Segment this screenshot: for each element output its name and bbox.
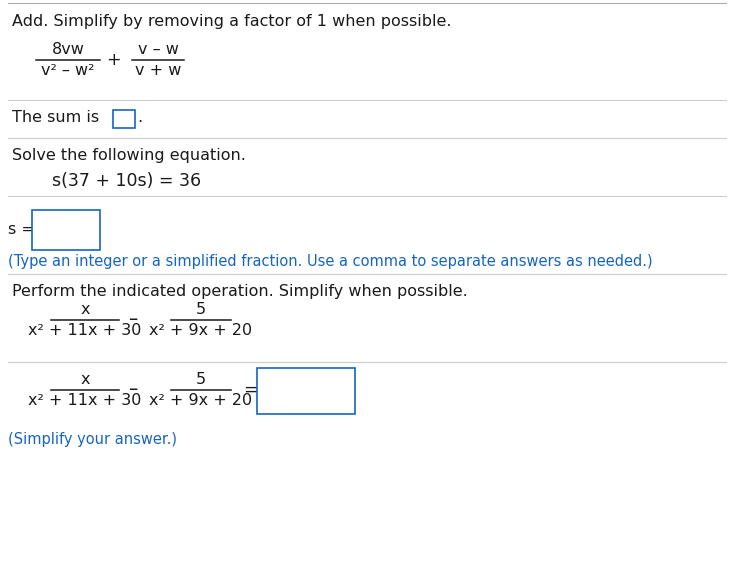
Text: =: =	[243, 381, 258, 399]
FancyBboxPatch shape	[113, 110, 135, 128]
Text: 5: 5	[196, 302, 206, 317]
Text: s =: s =	[8, 223, 35, 237]
Text: +: +	[106, 51, 120, 69]
Text: –: –	[128, 311, 137, 329]
Text: v – w: v – w	[137, 42, 179, 57]
Text: 5: 5	[196, 372, 206, 387]
Text: Solve the following equation.: Solve the following equation.	[12, 148, 246, 163]
Text: x² + 11x + 30: x² + 11x + 30	[28, 323, 142, 338]
Text: v + w: v + w	[135, 63, 182, 78]
Text: Perform the indicated operation. Simplify when possible.: Perform the indicated operation. Simplif…	[12, 284, 468, 299]
Text: x² + 11x + 30: x² + 11x + 30	[28, 393, 142, 408]
Text: The sum is: The sum is	[12, 111, 99, 126]
Text: x: x	[80, 302, 90, 317]
Text: 8vw: 8vw	[52, 42, 84, 57]
Text: s(37 + 10s) = 36: s(37 + 10s) = 36	[52, 172, 201, 190]
Text: (Simplify your answer.): (Simplify your answer.)	[8, 432, 177, 447]
FancyBboxPatch shape	[32, 210, 100, 250]
Text: x: x	[80, 372, 90, 387]
FancyBboxPatch shape	[257, 368, 355, 414]
Text: Add. Simplify by removing a factor of 1 when possible.: Add. Simplify by removing a factor of 1 …	[12, 14, 452, 29]
Text: x² + 9x + 20: x² + 9x + 20	[149, 323, 252, 338]
Text: –: –	[128, 381, 137, 399]
Text: x² + 9x + 20: x² + 9x + 20	[149, 393, 252, 408]
Text: v² – w²: v² – w²	[41, 63, 94, 78]
Text: .: .	[137, 111, 142, 126]
Text: (Type an integer or a simplified fraction. Use a comma to separate answers as ne: (Type an integer or a simplified fractio…	[8, 254, 652, 269]
